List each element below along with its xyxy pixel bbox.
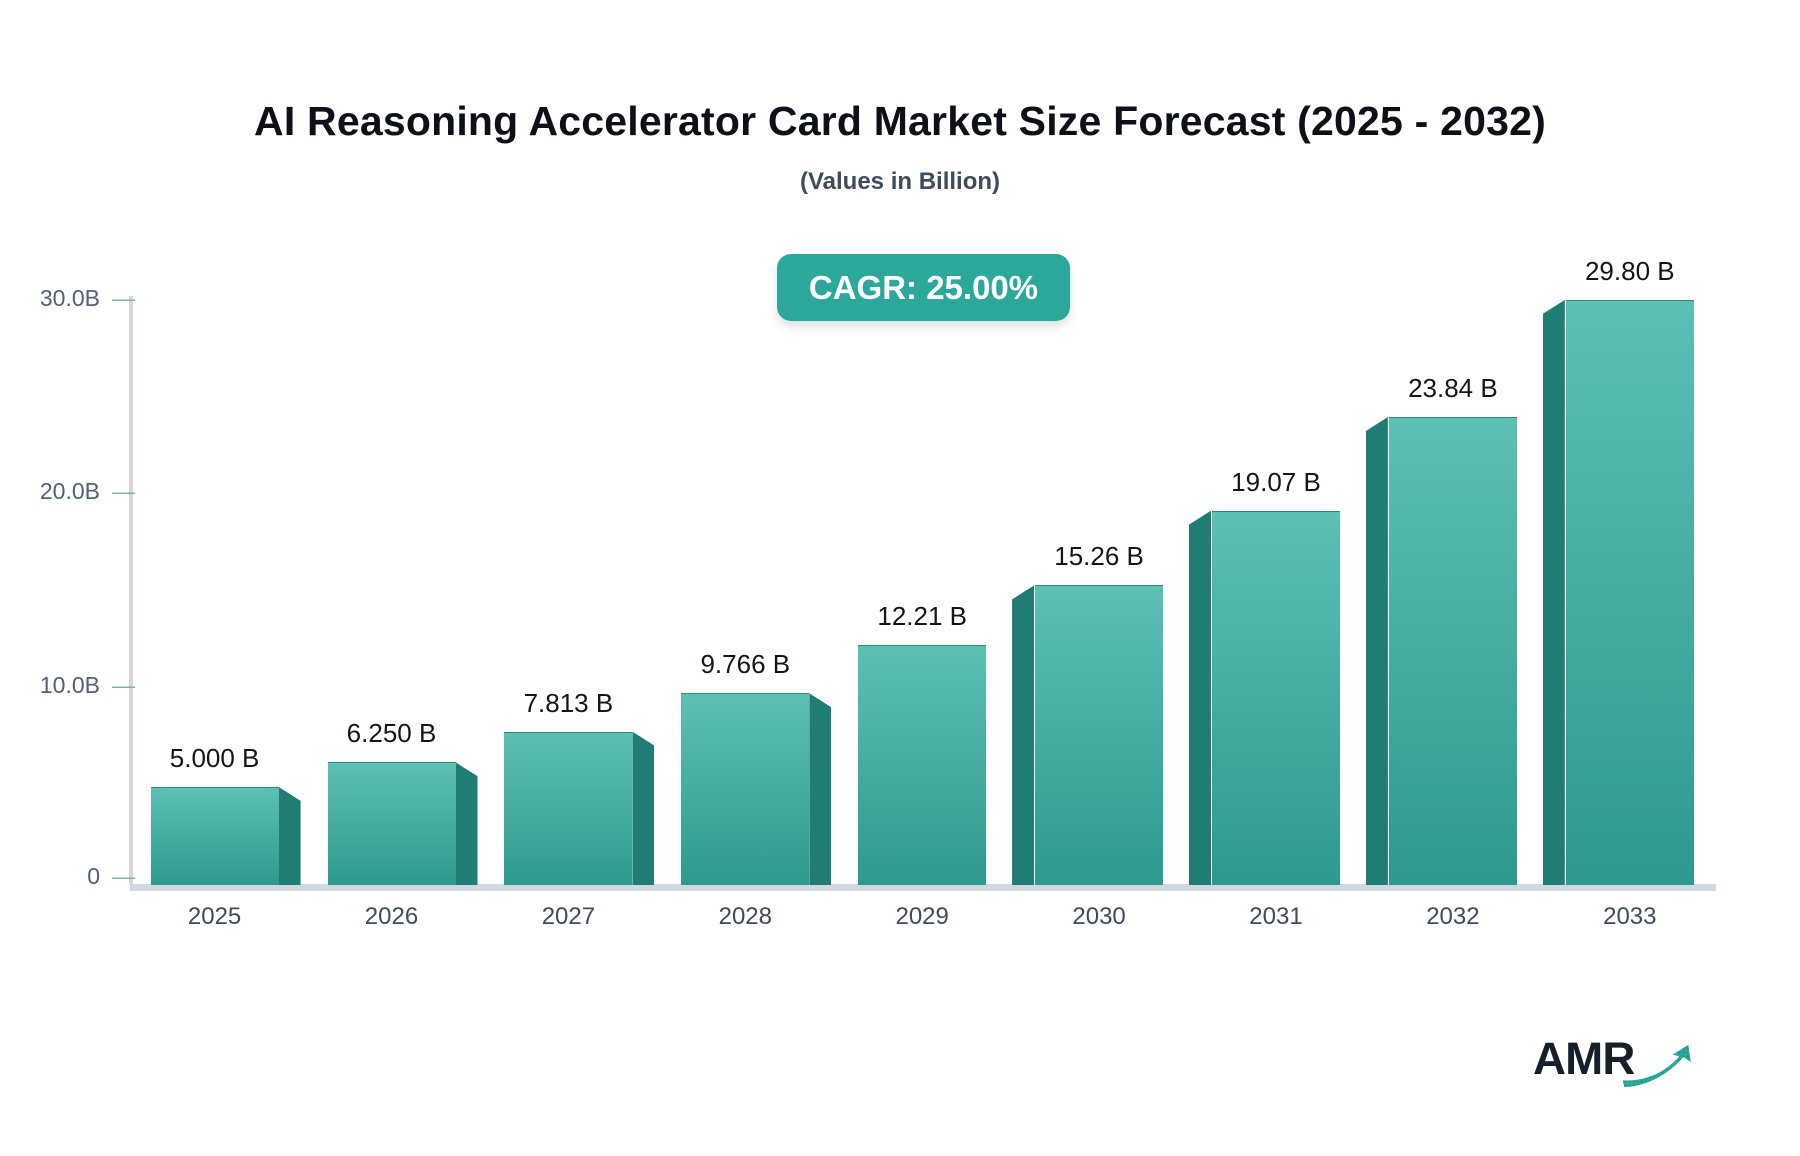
svg-text:AMR: AMR (1533, 1033, 1635, 1084)
